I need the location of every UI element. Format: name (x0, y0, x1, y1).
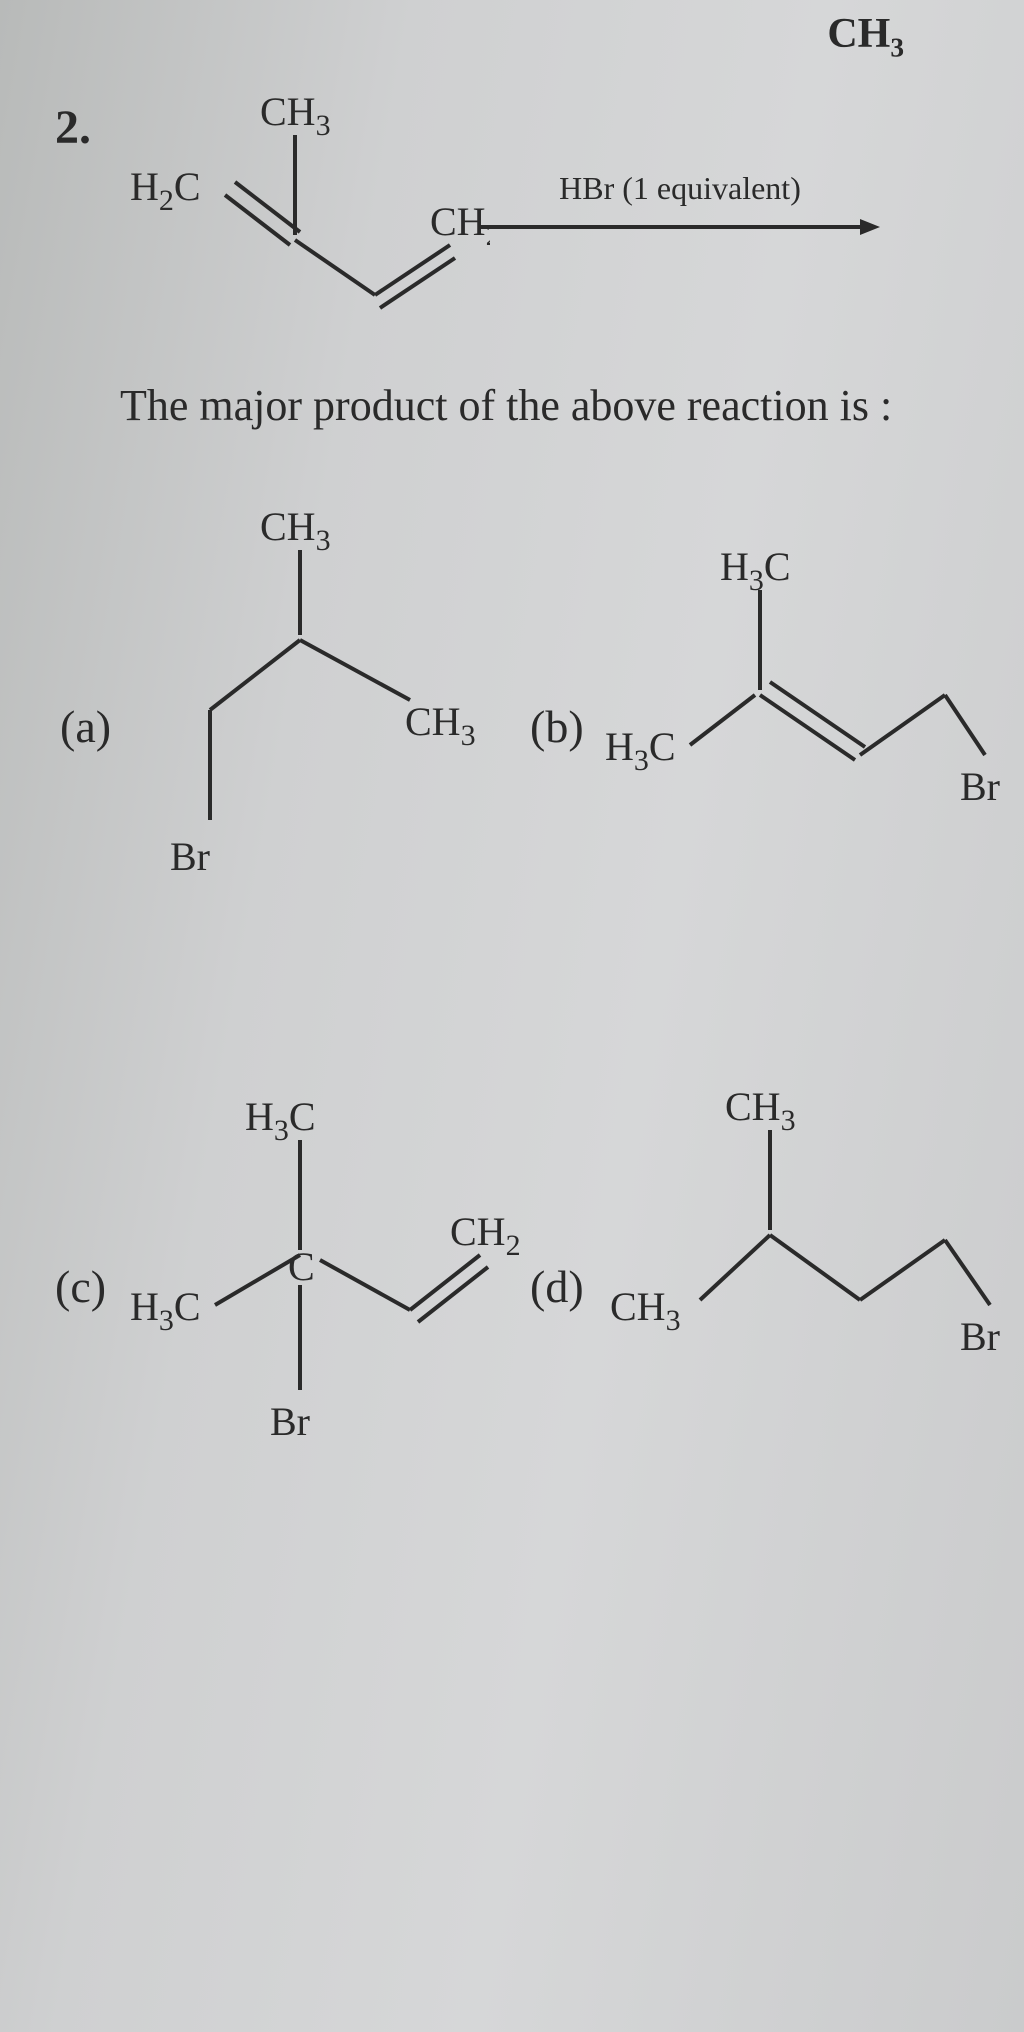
svg-text:H2C: H2C (130, 164, 201, 217)
svg-text:CH3: CH3 (725, 1084, 796, 1137)
svg-text:H3C: H3C (130, 1284, 201, 1337)
svg-text:H3C: H3C (605, 724, 676, 777)
option-a-structure: CH3 CH3 Br (150, 490, 510, 910)
option-b-label: (b) (530, 700, 584, 753)
svg-text:C: C (288, 1244, 315, 1289)
arrow-label: HBr (1 equivalent) (470, 170, 890, 207)
reaction-arrow: HBr (1 equivalent) (470, 170, 890, 290)
svg-text:CH3: CH3 (610, 1284, 681, 1337)
option-d-structure: CH3 CH3 Br (610, 1060, 1020, 1490)
option-b-structure: H3C H3C Br (605, 520, 1015, 900)
svg-text:H3C: H3C (245, 1094, 316, 1147)
top-fragment: CH3 (827, 10, 904, 63)
svg-text:Br: Br (170, 834, 210, 879)
reactant-structure: H2C CH3 CH2 (130, 80, 490, 340)
question-number: 2. (55, 100, 91, 155)
svg-text:CH3: CH3 (260, 89, 331, 142)
svg-text:CH2: CH2 (450, 1209, 521, 1262)
svg-text:H3C: H3C (720, 544, 791, 597)
svg-text:CH3: CH3 (260, 504, 331, 557)
option-a-label: (a) (60, 700, 111, 753)
option-c-label: (c) (55, 1260, 106, 1313)
question-stem: The major product of the above reaction … (120, 380, 892, 431)
option-d-label: (d) (530, 1260, 584, 1313)
svg-text:CH3: CH3 (405, 699, 476, 752)
page: CH3 2. H2C CH3 CH2 HBr (1 equivalent) (0, 0, 1024, 2032)
svg-text:Br: Br (270, 1399, 310, 1444)
option-c-structure: H3C H3C C Br CH2 (130, 1060, 530, 1500)
svg-text:Br: Br (960, 1314, 1000, 1359)
svg-text:Br: Br (960, 764, 1000, 809)
